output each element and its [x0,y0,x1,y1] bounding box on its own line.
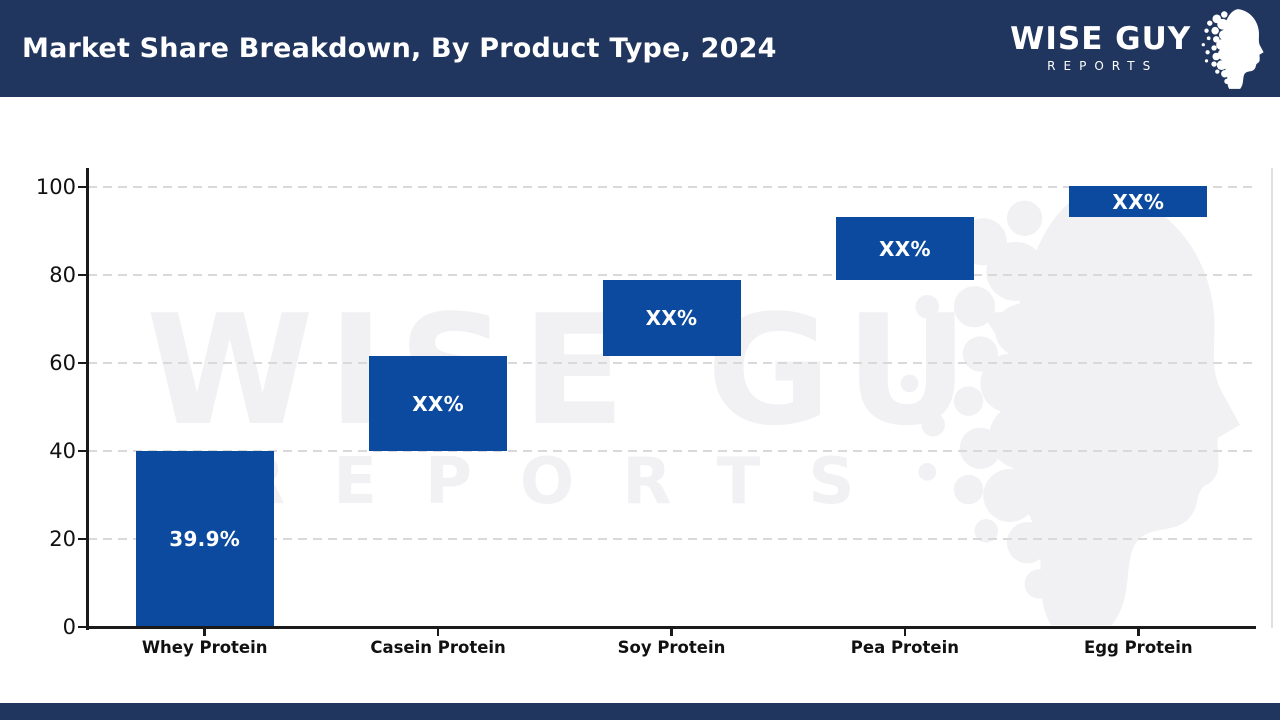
gridline-20 [88,538,1255,540]
x-tick-mark [436,627,440,636]
x-tick-mark [670,627,673,636]
x-axis-line [86,625,1256,629]
bar-casein-protein: XX% [369,356,508,452]
y-axis-line [86,168,89,630]
y-tick-label: 80 [49,263,76,287]
bar-value-label-casein-protein: XX% [412,391,464,416]
x-tick-mark [1137,627,1140,636]
wiseguy-logo: WISE GUY REPORTS [1010,7,1266,91]
y-tick-label: 40 [49,439,76,463]
gridline-40 [88,450,1255,452]
x-axis-label-soy-protein: Soy Protein [617,638,726,657]
y-tick-mark [78,537,88,541]
bar-egg-protein: XX% [1069,185,1208,218]
y-tick-mark [78,449,88,453]
header-band: Market Share Breakdown, By Product Type,… [0,0,1280,97]
watermark-subtitle: REPORTS [236,445,903,519]
x-axis-label-pea-protein: Pea Protein [850,638,959,657]
y-tick-label: 60 [49,351,76,375]
plot-right-border [1271,168,1273,628]
bar-value-label-whey-protein: 39.9% [169,527,241,552]
y-tick-label: 20 [49,527,76,551]
logo-text: WISE GUY REPORTS [1010,21,1192,74]
bar-pea-protein: XX% [835,217,974,280]
bar-value-label-egg-protein: XX% [1112,189,1165,214]
y-tick-mark [78,361,88,365]
y-tick-label: 0 [62,615,76,639]
x-axis-label-egg-protein: Egg Protein [1083,638,1193,657]
bar-soy-protein: XX% [602,279,741,357]
x-tick-mark [903,627,907,636]
plot-area: WISE GUY REPORTS 0 20 40 60 80 100 39.9% Whey P… [0,97,1280,703]
x-tick-mark [203,627,206,636]
y-tick-label: 100 [35,175,76,199]
gridline-80 [88,274,1255,276]
bar-value-label-soy-protein: XX% [645,306,698,331]
y-tick-mark [78,273,88,277]
bar-whey-protein: 39.9% [135,451,274,627]
chart-title: Market Share Breakdown, By Product Type,… [22,33,777,64]
gridline-60 [88,362,1255,364]
gridline-100 [88,186,1255,188]
logo-subtitle: REPORTS [1047,59,1159,73]
x-axis-label-casein-protein: Casein Protein [370,638,506,657]
x-axis-label-whey-protein: Whey Protein [141,638,268,657]
logo-wordmark: WISE GUY [1010,21,1192,57]
logo-face-icon [1201,8,1264,89]
footer-band [0,703,1280,720]
y-tick-mark [78,625,88,629]
bar-value-label-pea-protein: XX% [879,236,931,261]
y-tick-mark [78,185,88,189]
